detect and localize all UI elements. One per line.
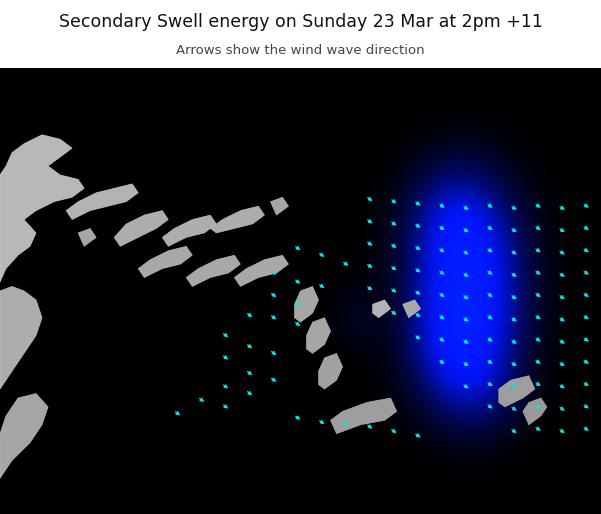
Polygon shape (138, 246, 192, 278)
Polygon shape (78, 228, 96, 246)
Text: Secondary Swell energy on Sunday 23 Mar at 2pm +11: Secondary Swell energy on Sunday 23 Mar … (58, 13, 543, 31)
Polygon shape (373, 300, 391, 318)
Polygon shape (523, 398, 547, 425)
Polygon shape (162, 215, 216, 246)
Polygon shape (186, 255, 240, 286)
Polygon shape (270, 197, 288, 215)
Polygon shape (210, 206, 264, 233)
Polygon shape (319, 354, 343, 389)
Polygon shape (294, 286, 319, 322)
Polygon shape (0, 394, 48, 479)
Polygon shape (331, 398, 397, 434)
Polygon shape (66, 184, 138, 219)
Polygon shape (234, 255, 288, 286)
Polygon shape (0, 286, 42, 389)
Polygon shape (114, 211, 168, 246)
Polygon shape (499, 376, 535, 407)
Text: Arrows show the wind wave direction: Arrows show the wind wave direction (176, 44, 425, 58)
Polygon shape (403, 300, 421, 318)
Polygon shape (307, 318, 331, 354)
Polygon shape (0, 135, 84, 282)
